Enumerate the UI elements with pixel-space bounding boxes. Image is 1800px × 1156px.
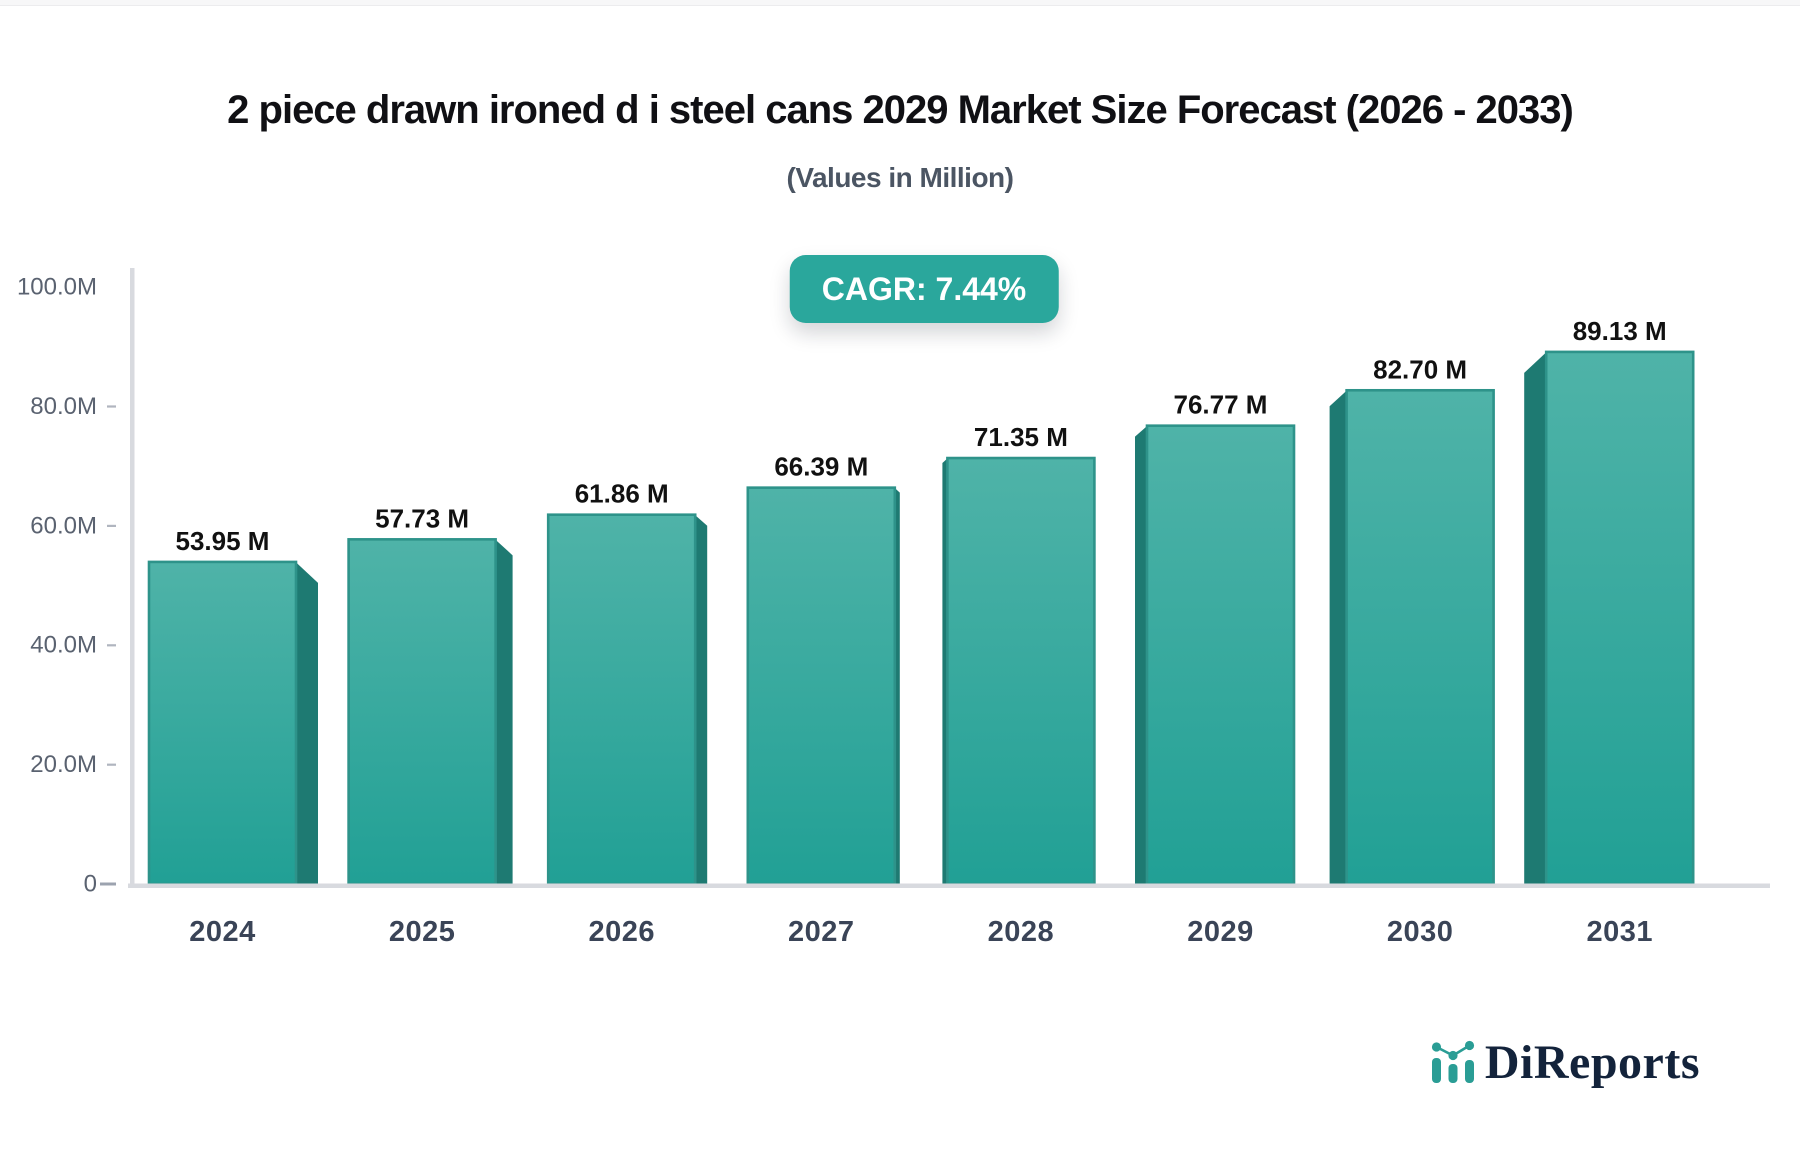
bar-value-label: 66.39 M (774, 452, 868, 482)
y-tick-label-40.0M: 40.0M (30, 632, 97, 659)
direports-logo: DiReports (1430, 1038, 1700, 1087)
bar-value-label: 76.77 M (1174, 390, 1268, 420)
y-tick-mark-40.0M (107, 644, 116, 647)
bar-2028[interactable] (946, 456, 1096, 886)
y-tick-label-100.0M: 100.0M (17, 274, 97, 301)
bar-group-2031: 89.13 M 2031 (1524, 316, 1695, 948)
bar-2030[interactable] (1345, 388, 1495, 886)
bar-2029[interactable] (1145, 424, 1296, 886)
bar-group-2028: 71.35 M 2028 (942, 422, 1096, 948)
bar-side-3d (694, 514, 708, 884)
bar-2027[interactable] (746, 486, 897, 886)
x-axis-label-2025: 2025 (389, 916, 456, 948)
bar-group-2030: 82.70 M 2030 (1329, 354, 1495, 948)
direports-logo-icon (1431, 1040, 1474, 1083)
x-axis-label-2031: 2031 (1586, 916, 1653, 948)
y-tick-mark-20.0M (107, 763, 116, 766)
y-tick-mark-80.0M (107, 405, 116, 408)
x-axis-label-2027: 2027 (788, 916, 855, 948)
cagr-badge: CAGR: 7.44% (789, 255, 1059, 323)
bar-group-2025: 57.73 M 2025 (347, 503, 513, 948)
bar-group-2024: 53.95 M 2024 (147, 526, 318, 948)
y-axis-line (130, 268, 135, 888)
bar-value-label: 82.70 M (1373, 354, 1467, 384)
bar-group-2026: 61.86 M 2026 (546, 479, 708, 948)
x-axis-label-2029: 2029 (1187, 916, 1254, 948)
y-tick-mark-60.0M (107, 524, 116, 527)
chart-subtitle: (Values in Million) (786, 162, 1014, 193)
bar-value-label: 61.86 M (575, 479, 669, 509)
bar-side-3d (495, 539, 513, 884)
bar-side-3d (1329, 390, 1348, 884)
x-axis-label-2028: 2028 (988, 916, 1055, 948)
y-tick-label-60.0M: 60.0M (30, 512, 97, 539)
bar-side-3d (1524, 351, 1547, 884)
direports-logo-text: DiReports (1484, 1036, 1700, 1089)
bar-value-label: 53.95 M (176, 526, 270, 556)
y-tick-mark-0 (100, 882, 116, 886)
x-axis-line (128, 883, 1770, 888)
bar-value-label: 89.13 M (1573, 316, 1667, 346)
y-tick-label-0: 0 (84, 871, 97, 898)
bar-2026[interactable] (546, 513, 697, 886)
bar-2024[interactable] (147, 560, 298, 886)
x-axis-label-2024: 2024 (189, 916, 256, 948)
top-strip (0, 0, 1800, 6)
bar-value-label: 57.73 M (375, 503, 469, 533)
bar-2025[interactable] (347, 538, 497, 886)
bar-group-2027: 66.39 M 2027 (746, 452, 900, 948)
bar-group-2029: 76.77 M 2029 (1135, 390, 1296, 948)
y-tick-label-20.0M: 20.0M (30, 751, 97, 778)
y-tick-label-80.0M: 80.0M (30, 393, 97, 420)
bar-value-label: 71.35 M (974, 422, 1068, 452)
bar-side-3d (1135, 425, 1148, 884)
chart-title: 2 piece drawn ironed d i steel cans 2029… (227, 88, 1574, 132)
bar-side-3d (295, 561, 318, 884)
x-axis-label-2026: 2026 (588, 916, 655, 948)
x-axis-label-2030: 2030 (1387, 916, 1454, 948)
bar-2031[interactable] (1544, 350, 1695, 886)
